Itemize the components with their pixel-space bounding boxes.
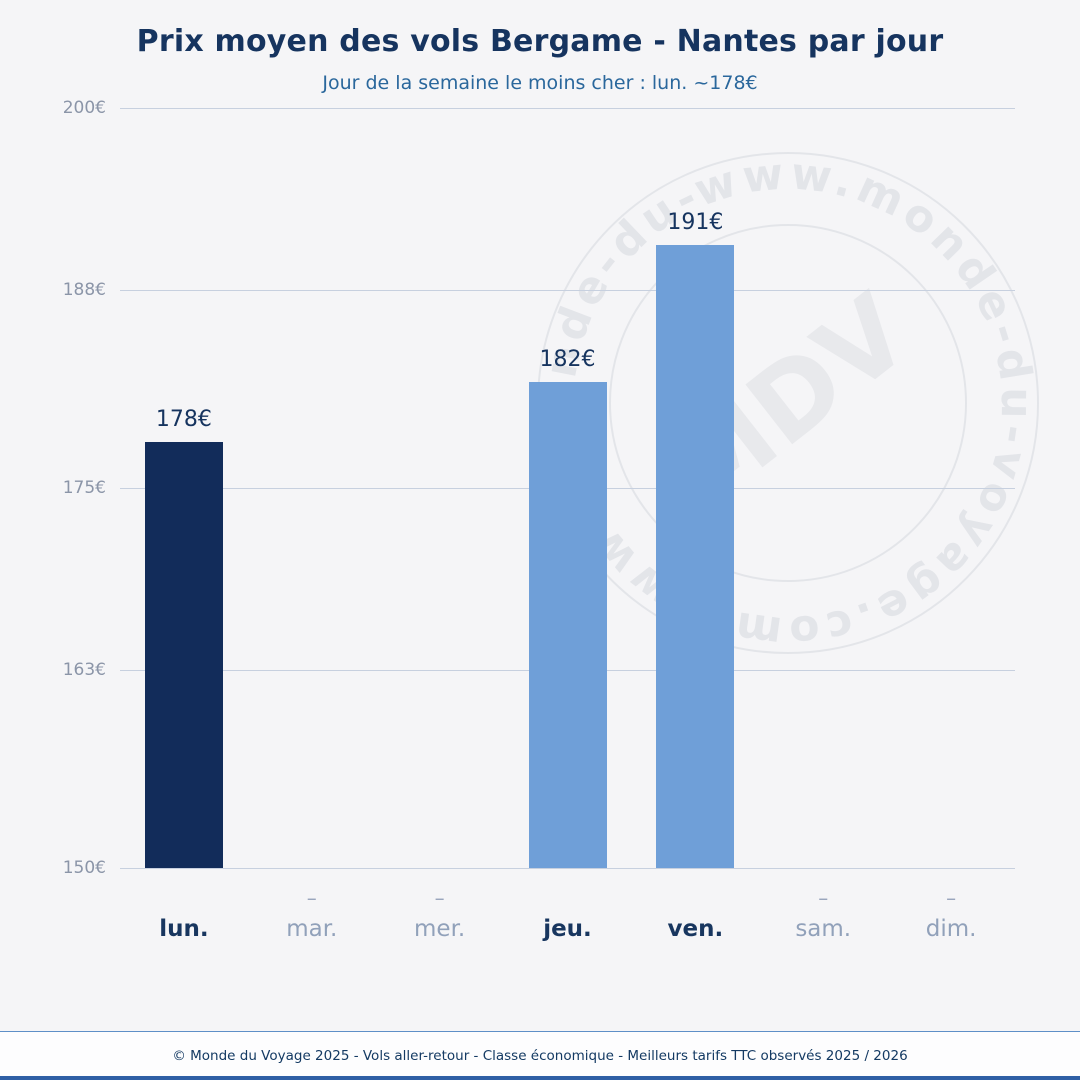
gridline: 188€	[63, 280, 1015, 300]
bar-slot-dim	[887, 108, 1015, 868]
x-axis-slot-mar: – mar.	[248, 868, 376, 942]
bar-ven[interactable]	[656, 244, 735, 868]
day-label-lun: lun.	[159, 916, 209, 942]
y-tick-label: 200€	[62, 98, 106, 118]
chart-title: Prix moyen des vols Bergame - Nantes par…	[136, 24, 944, 59]
gridline: 200€	[63, 98, 1015, 118]
missing-value-dash: –	[434, 886, 445, 910]
footer: © Monde du Voyage 2025 - Vols aller-reto…	[0, 1031, 1080, 1080]
x-axis-slot-lun: lun.	[120, 868, 248, 942]
bar-value-label: 191€	[667, 209, 724, 235]
footer-text: © Monde du Voyage 2025 - Vols aller-reto…	[172, 1048, 908, 1064]
bar-jeu[interactable]	[528, 381, 607, 868]
x-axis-slot-dim: – dim.	[887, 868, 1015, 942]
bar-value-label: 182€	[539, 346, 596, 372]
x-axis: lun. – mar. – mer. jeu. ven. – sam. – dim.	[120, 868, 1015, 942]
day-label-dim: dim.	[925, 916, 977, 942]
bar-value-label: 178€	[155, 407, 212, 433]
y-tick-label: 188€	[62, 280, 106, 301]
missing-value-dash: –	[306, 886, 317, 910]
missing-value-dash	[631, 868, 759, 910]
bar-chart: www.monde-du-voyage.com · www.monde-du-v…	[0, 98, 1080, 942]
bar-slot-ven: 191€	[631, 108, 759, 868]
y-tick-label: 175€	[62, 478, 106, 498]
day-label-mer: mer.	[414, 916, 466, 942]
gridline: 150€	[63, 858, 1015, 878]
missing-value-dash: –	[818, 886, 829, 910]
day-label-sam: sam.	[795, 916, 852, 942]
bar-slot-sam	[759, 108, 887, 868]
y-tick-label: 150€	[62, 858, 106, 878]
y-tick-label: 163€	[62, 660, 106, 681]
day-label-ven: ven.	[667, 916, 724, 942]
missing-value-dash	[120, 868, 248, 910]
bar-slot-lun: 178€	[120, 108, 248, 868]
x-axis-slot-jeu: jeu.	[504, 868, 632, 942]
chart-subtitle: Jour de la semaine le moins cher : lun. …	[322, 72, 758, 94]
bars-layer: 178€ 182€ 191€	[120, 108, 1015, 868]
day-label-mar: mar.	[286, 916, 338, 942]
x-axis-slot-mer: – mer.	[376, 868, 504, 942]
bar-slot-mar	[248, 108, 376, 868]
plot-area: 200€ 188€ 175€ 163€ 150€ 178€ 182€ 191€	[63, 98, 1015, 878]
day-label-jeu: jeu.	[543, 916, 592, 942]
x-axis-slot-sam: – sam.	[759, 868, 887, 942]
missing-value-dash	[504, 868, 632, 910]
bar-slot-jeu: 182€	[504, 108, 632, 868]
x-axis-slot-ven: ven.	[631, 868, 759, 942]
missing-value-dash: –	[946, 886, 957, 910]
bar-lun[interactable]	[144, 442, 223, 868]
bar-slot-mer	[376, 108, 504, 868]
